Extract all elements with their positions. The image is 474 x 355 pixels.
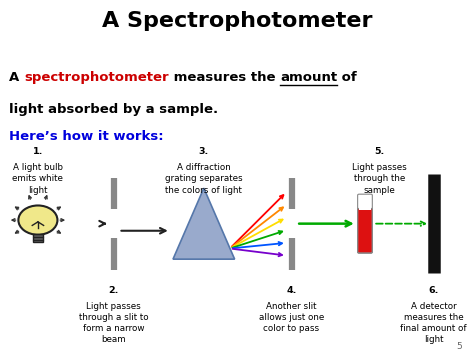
Text: 5: 5 bbox=[456, 343, 462, 351]
Text: Here’s how it works:: Here’s how it works: bbox=[9, 130, 164, 143]
Text: of: of bbox=[337, 71, 357, 84]
Text: A detector
measures the
final amount of
light: A detector measures the final amount of … bbox=[401, 302, 467, 344]
Text: A diffraction
grating separates
the colors of light: A diffraction grating separates the colo… bbox=[165, 163, 243, 195]
Text: light absorbed by a sample.: light absorbed by a sample. bbox=[9, 103, 219, 116]
Text: 3.: 3. bbox=[199, 147, 209, 156]
Text: Another slit
allows just one
color to pass: Another slit allows just one color to pa… bbox=[259, 302, 324, 333]
Text: A light bulb
emits white
light: A light bulb emits white light bbox=[12, 163, 64, 195]
Text: Light passes
through a slit to
form a narrow
beam: Light passes through a slit to form a na… bbox=[79, 302, 148, 344]
Bar bbox=[33, 234, 43, 242]
Text: Light passes
through the
sample: Light passes through the sample bbox=[352, 163, 407, 195]
Polygon shape bbox=[173, 188, 235, 259]
Circle shape bbox=[18, 206, 57, 235]
Bar bbox=[359, 195, 371, 210]
Text: 6.: 6. bbox=[428, 286, 439, 295]
Text: 4.: 4. bbox=[286, 286, 297, 295]
Text: spectrophotometer: spectrophotometer bbox=[24, 71, 169, 84]
Text: A Spectrophotometer: A Spectrophotometer bbox=[102, 11, 372, 31]
FancyBboxPatch shape bbox=[358, 208, 373, 253]
Text: A: A bbox=[9, 71, 24, 84]
Text: 2.: 2. bbox=[109, 286, 119, 295]
Text: 5.: 5. bbox=[374, 147, 384, 156]
Text: measures the: measures the bbox=[169, 71, 280, 84]
Text: amount: amount bbox=[280, 71, 337, 84]
Text: 1.: 1. bbox=[33, 147, 43, 156]
